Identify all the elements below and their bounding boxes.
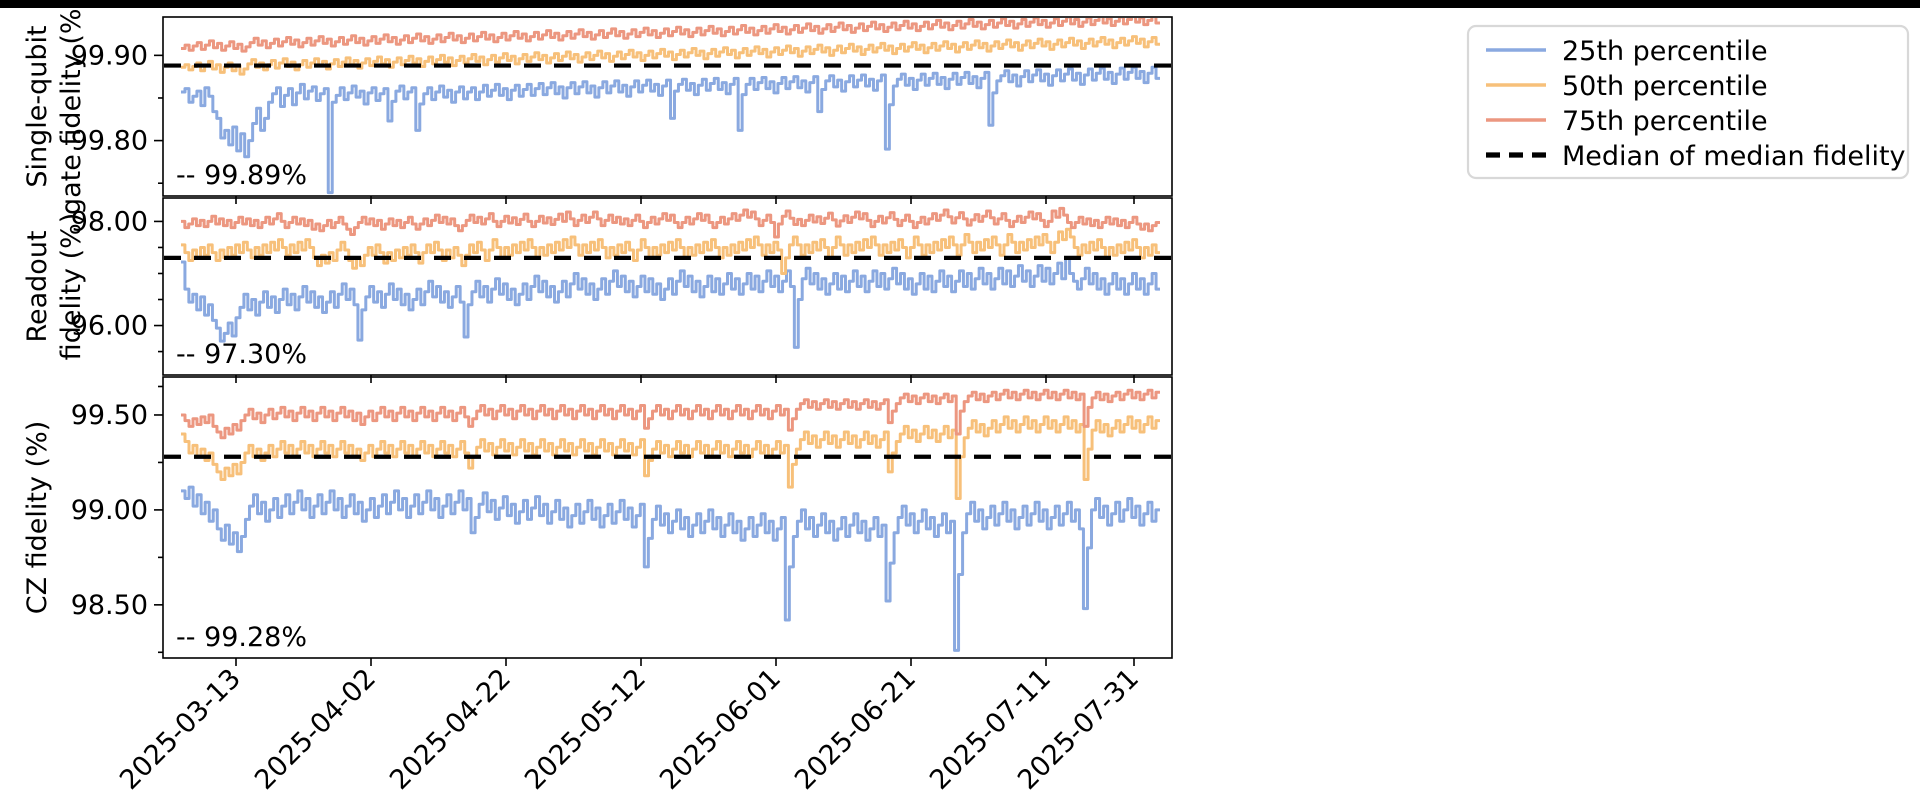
panel-1: 96.00 98.00 -- 97.30% Readout fidelity (%) (22, 197, 1173, 383)
series-line-1-2 (181, 206, 1160, 239)
x-tick-label-1: 2025-04-02 (249, 663, 382, 796)
panel-annotation-0: -- 99.89% (176, 160, 307, 191)
panel-2: 98.50 99.00 99.50 -- 99.28% CZ fidelity (%) (22, 376, 1173, 666)
top-border-bar (0, 0, 1920, 8)
legend-label-1: 50th percentile (1562, 71, 1768, 102)
y-tick-label-2-1: 99.00 (71, 495, 148, 526)
legend-item-2[interactable]: 75th percentile (1486, 106, 1768, 137)
y-tick-label-0-1: 99.90 (71, 40, 148, 71)
y-axis-title-line1-0: Single-qubit (22, 25, 53, 187)
x-tick-label-0: 2025-03-13 (114, 663, 247, 796)
y-tick-label-1-0: 96.00 (71, 311, 148, 342)
series-line-2-0 (181, 485, 1160, 652)
legend-box (1466, 24, 1910, 180)
x-tick-label-3: 2025-05-12 (519, 663, 652, 796)
panel-annotation-2: -- 99.28% (176, 622, 307, 653)
legend-label-0: 25th percentile (1562, 36, 1768, 67)
x-tick-label-4: 2025-06-01 (654, 663, 787, 796)
series-line-1-0 (181, 256, 1160, 349)
legend-label-3: Median of median fidelity (1562, 141, 1906, 172)
x-tick-label-2: 2025-04-22 (384, 663, 517, 796)
panel-frame-0 (162, 16, 1173, 197)
panel-0: 99.80 99.90 -- 99.89% Single-qubit gate fide… (22, 0, 1173, 215)
series-line-0-0 (181, 65, 1160, 195)
series-line-1-1 (181, 227, 1160, 275)
y-tick-label-1-1: 98.00 (71, 206, 148, 237)
series-line-2-2 (181, 388, 1160, 440)
x-axis-tick-labels: 2025-03-13 2025-04-02 2025-04-22 2025-05-12… (114, 663, 1145, 796)
panel-frame-2 (162, 376, 1173, 659)
legend-label-2: 75th percentile (1562, 106, 1768, 137)
y-tick-label-0-0: 99.80 (71, 126, 148, 157)
panel-series-2 (164, 388, 1171, 652)
series-line-0-2 (181, 18, 1160, 53)
panel-series-0 (164, 18, 1171, 195)
y-axis-title-line2-1: fidelity (%) (56, 213, 87, 361)
panel-annotation-1: -- 97.30% (176, 339, 307, 370)
legend-item-3[interactable]: Median of median fidelity (1486, 141, 1906, 172)
y-tick-label-2-2: 99.50 (71, 400, 148, 431)
y-axis-title-line2-0: gate fidelity (%) (56, 0, 87, 215)
panel-series-1 (164, 206, 1171, 349)
series-line-0-1 (181, 35, 1160, 76)
y-tick-label-2-0: 98.50 (71, 590, 148, 621)
y-axis-title-line1-1: Readout (22, 230, 53, 342)
legend-item-1[interactable]: 50th percentile (1486, 71, 1768, 102)
legend: 25th percentile 50th percentile 75th perce… (1466, 24, 1910, 180)
panel-frame-1 (162, 197, 1173, 376)
legend-item-0[interactable]: 25th percentile (1486, 36, 1768, 67)
x-tick-label-5: 2025-06-21 (789, 663, 922, 796)
y-axis-title-2: CZ fidelity (%) (22, 421, 53, 615)
series-line-2-1 (181, 415, 1160, 501)
